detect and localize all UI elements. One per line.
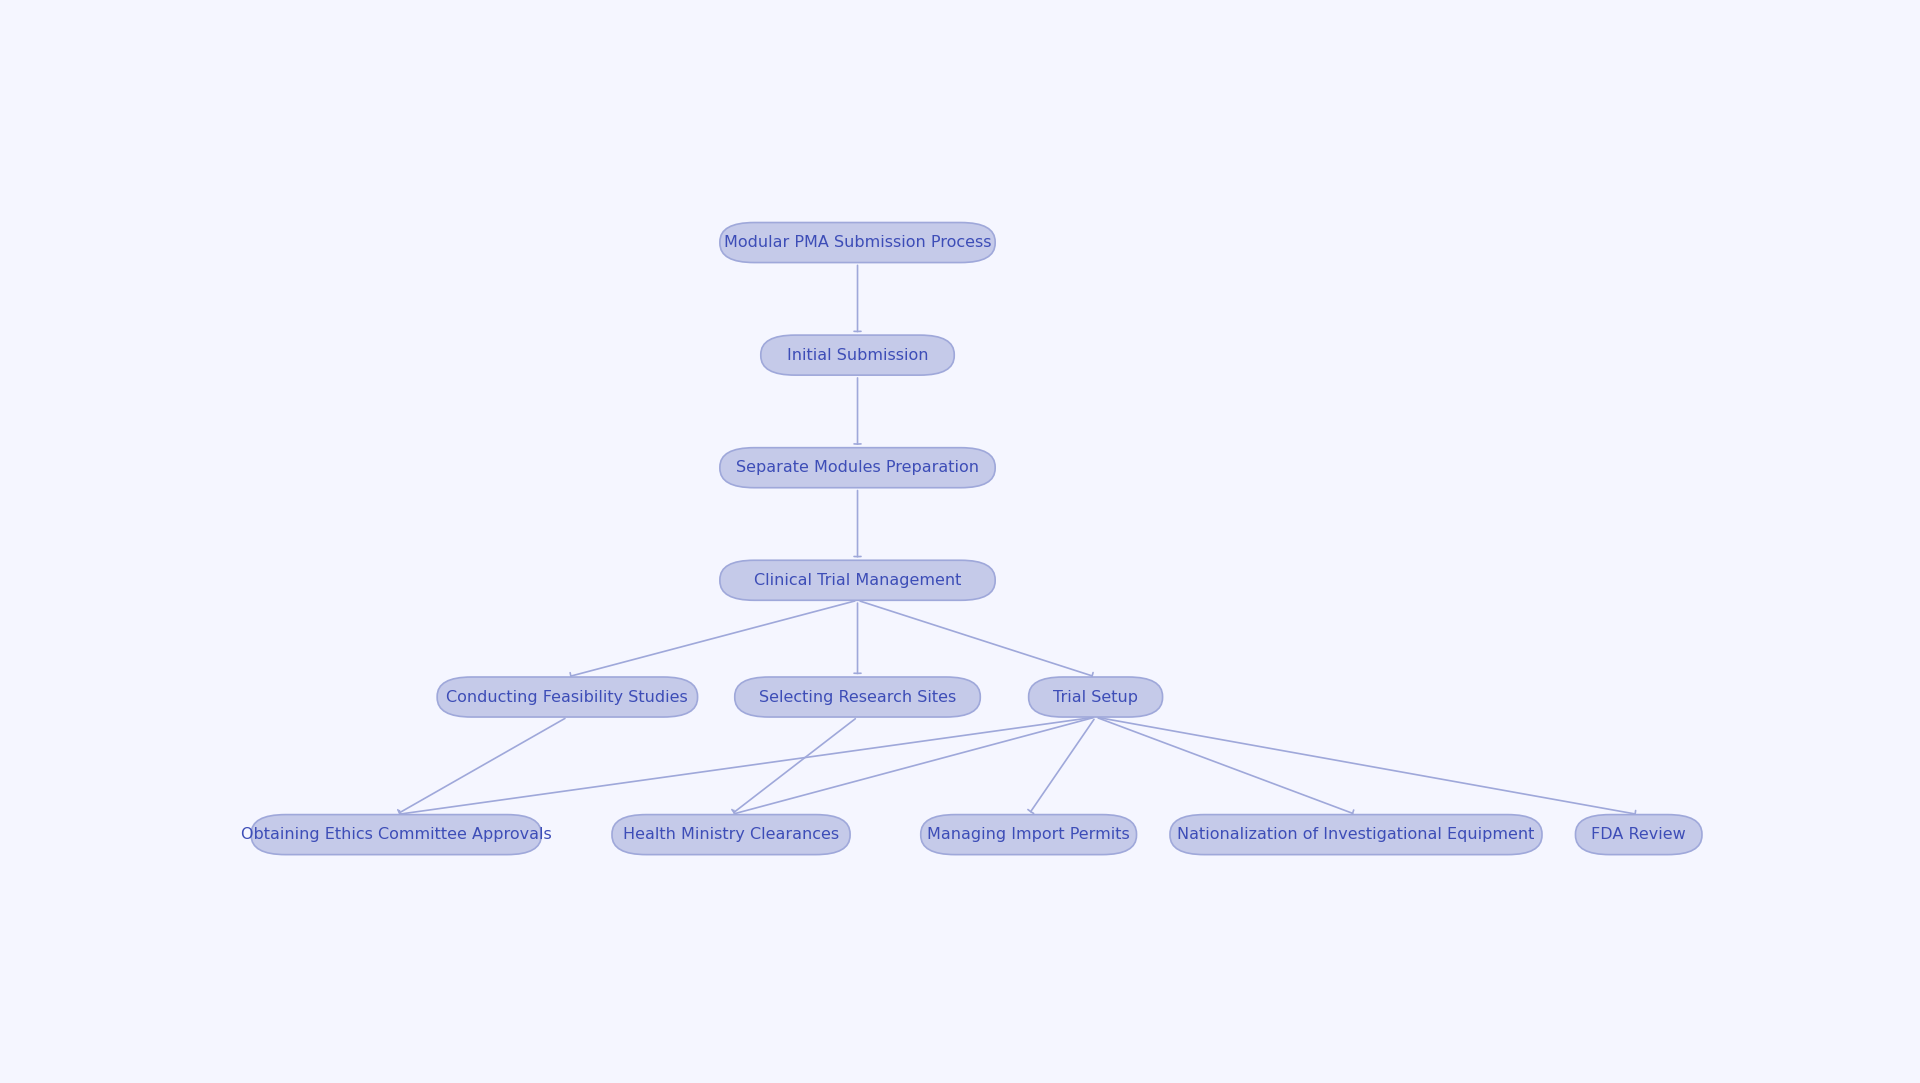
- FancyBboxPatch shape: [760, 335, 954, 375]
- Text: Separate Modules Preparation: Separate Modules Preparation: [735, 460, 979, 475]
- Text: Health Ministry Clearances: Health Ministry Clearances: [622, 827, 839, 843]
- FancyBboxPatch shape: [720, 560, 995, 600]
- FancyBboxPatch shape: [1169, 814, 1542, 854]
- Text: FDA Review: FDA Review: [1592, 827, 1686, 843]
- Text: Initial Submission: Initial Submission: [787, 348, 927, 363]
- Text: Clinical Trial Management: Clinical Trial Management: [755, 573, 962, 588]
- FancyBboxPatch shape: [1029, 677, 1162, 717]
- Text: Nationalization of Investigational Equipment: Nationalization of Investigational Equip…: [1177, 827, 1534, 843]
- FancyBboxPatch shape: [1576, 814, 1701, 854]
- Text: Modular PMA Submission Process: Modular PMA Submission Process: [724, 235, 991, 250]
- FancyBboxPatch shape: [612, 814, 851, 854]
- Text: Selecting Research Sites: Selecting Research Sites: [758, 690, 956, 705]
- FancyBboxPatch shape: [252, 814, 541, 854]
- FancyBboxPatch shape: [922, 814, 1137, 854]
- FancyBboxPatch shape: [438, 677, 697, 717]
- Text: Obtaining Ethics Committee Approvals: Obtaining Ethics Committee Approvals: [240, 827, 551, 843]
- FancyBboxPatch shape: [720, 222, 995, 262]
- FancyBboxPatch shape: [735, 677, 981, 717]
- FancyBboxPatch shape: [720, 447, 995, 487]
- Text: Conducting Feasibility Studies: Conducting Feasibility Studies: [447, 690, 687, 705]
- Text: Managing Import Permits: Managing Import Permits: [927, 827, 1131, 843]
- Text: Trial Setup: Trial Setup: [1052, 690, 1139, 705]
